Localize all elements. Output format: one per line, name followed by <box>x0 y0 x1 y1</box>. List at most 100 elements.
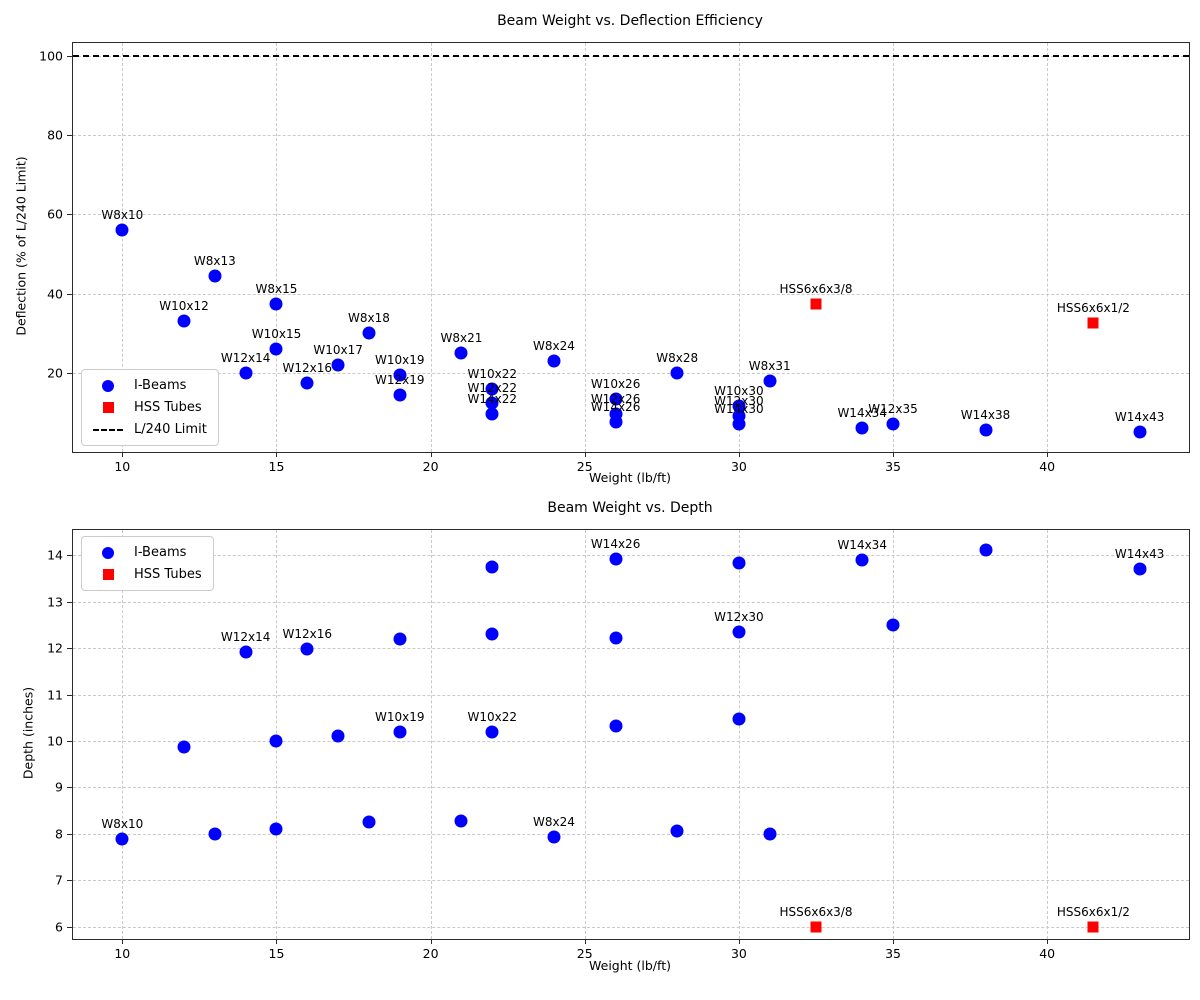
x-tick-mark <box>738 452 740 457</box>
x-gridline <box>1047 43 1049 452</box>
y-tick-mark <box>67 555 72 557</box>
scatter-point-ibeam <box>393 725 407 739</box>
scatter-point-ibeam <box>547 354 561 368</box>
legend: I-Beams HSS Tubes L/240 Limit <box>81 369 219 446</box>
scatter-point-ibeam <box>177 740 191 754</box>
point-label: HSS6x6x1/2 <box>1056 904 1130 919</box>
y-tick-label: 20 <box>47 365 63 381</box>
x-tick-label: 35 <box>885 459 901 474</box>
legend-item: I-Beams <box>93 378 207 393</box>
scatter-point-ibeam <box>115 223 129 237</box>
x-gridline <box>738 530 740 939</box>
chart-title-deflection: Beam Weight vs. Deflection Efficiency <box>497 13 763 29</box>
limit-line <box>73 55 1189 58</box>
scatter-point-ibeam <box>485 725 499 739</box>
scatter-point-ibeam <box>732 399 746 413</box>
point-label: W8x10 <box>101 208 144 223</box>
scatter-point-ibeam <box>1133 425 1147 439</box>
x-gridline <box>430 43 432 452</box>
point-label: W12x14 <box>220 350 271 365</box>
y-tick-label: 8 <box>55 826 63 842</box>
y-gridline <box>73 214 1189 216</box>
y-gridline <box>73 648 1189 650</box>
scatter-point-ibeam <box>485 382 499 396</box>
x-axis-label-depth: Weight (lb/ft) <box>589 958 671 973</box>
y-tick-mark <box>67 926 72 928</box>
x-gridline <box>584 43 586 452</box>
x-tick-label: 10 <box>114 946 131 961</box>
y-tick-label: 60 <box>47 206 63 222</box>
scatter-point-ibeam <box>269 342 283 356</box>
x-tick-label: 20 <box>422 946 439 961</box>
y-tick-mark <box>67 833 72 835</box>
point-label: W10x19 <box>375 709 425 724</box>
point-label: W14x30 <box>714 402 764 417</box>
scatter-point-ibeam <box>886 618 900 632</box>
legend-item: HSS Tubes <box>93 567 202 582</box>
x-tick-label: 10 <box>114 459 131 474</box>
point-label: W10x17 <box>313 342 363 357</box>
x-tick-label: 40 <box>1039 946 1056 961</box>
point-label: W8x10 <box>101 817 144 832</box>
chart-title-depth: Beam Weight vs. Depth <box>547 500 713 516</box>
x-gridline <box>893 530 895 939</box>
scatter-point-ibeam <box>115 832 129 846</box>
scatter-point-ibeam <box>609 719 623 733</box>
scatter-point-ibeam <box>732 556 746 570</box>
point-label: W12x35 <box>868 402 918 417</box>
y-gridline <box>73 555 1189 557</box>
scatter-point-ibeam <box>239 645 253 659</box>
x-gridline <box>122 43 124 452</box>
scatter-point-ibeam <box>763 827 777 841</box>
legend-item: HSS Tubes <box>93 400 207 415</box>
x-tick-mark <box>276 939 278 944</box>
plot-area-depth: 10 15 20 25 30 35 40 6 7 8 9 10 11 12 13 14 W8x10 W12x14 W… <box>47 529 1190 961</box>
y-tick-label: 7 <box>55 872 63 888</box>
x-tick-mark <box>430 452 432 457</box>
scatter-point-ibeam <box>1133 562 1147 576</box>
point-label: W8x24 <box>532 338 575 353</box>
scatter-point-ibeam <box>208 827 222 841</box>
scatter-point-ibeam <box>763 374 777 388</box>
point-label: W10x19 <box>375 352 425 367</box>
x-tick-label: 25 <box>576 946 593 961</box>
y-tick-label: 40 <box>47 286 63 302</box>
point-label: HSS6x6x3/8 <box>779 281 853 296</box>
scatter-point-ibeam <box>362 326 376 340</box>
plot-area-deflection: 10 15 20 25 30 35 40 20 40 60 80 100 W8x10 W10x12 W8x1… <box>39 42 1190 474</box>
point-label: W8x24 <box>532 815 575 830</box>
legend-dashed-line-swatch <box>93 428 123 431</box>
y-tick-mark <box>67 648 72 650</box>
y-gridline <box>73 694 1189 696</box>
y-gridline <box>73 135 1189 137</box>
scatter-point-ibeam <box>732 417 746 431</box>
point-label: W8x13 <box>193 253 236 268</box>
legend-circle-swatch <box>102 379 114 392</box>
scatter-point-ibeam <box>979 543 993 557</box>
point-label: W10x22 <box>467 366 518 381</box>
scatter-point-ibeam <box>855 421 869 435</box>
scatter-point-ibeam <box>609 415 623 429</box>
y-gridline <box>73 372 1189 374</box>
x-tick-mark <box>893 452 895 457</box>
y-tick-label: 13 <box>47 594 63 610</box>
x-gridline <box>122 530 124 939</box>
legend-label: HSS Tubes <box>134 567 202 582</box>
scatter-point-hss <box>810 298 822 310</box>
x-axis-label-deflection: Weight (lb/ft) <box>589 470 671 485</box>
y-tick-label: 9 <box>55 779 63 795</box>
x-tick-mark <box>1047 939 1049 944</box>
x-tick-mark <box>122 939 124 944</box>
point-label: W12x26 <box>590 392 641 407</box>
y-axis-label-depth: Depth (inches) <box>20 686 36 780</box>
y-tick-mark <box>67 787 72 789</box>
scatter-point-hss <box>1087 921 1099 933</box>
legend-label: HSS Tubes <box>134 400 202 415</box>
x-tick-label: 25 <box>576 459 593 474</box>
scatter-point-hss <box>1087 317 1099 329</box>
x-tick-label: 30 <box>730 459 747 474</box>
y-tick-label: 80 <box>47 127 63 143</box>
legend-square-swatch <box>103 569 114 580</box>
scatter-point-ibeam <box>300 376 314 390</box>
scatter-point-ibeam <box>485 396 499 409</box>
